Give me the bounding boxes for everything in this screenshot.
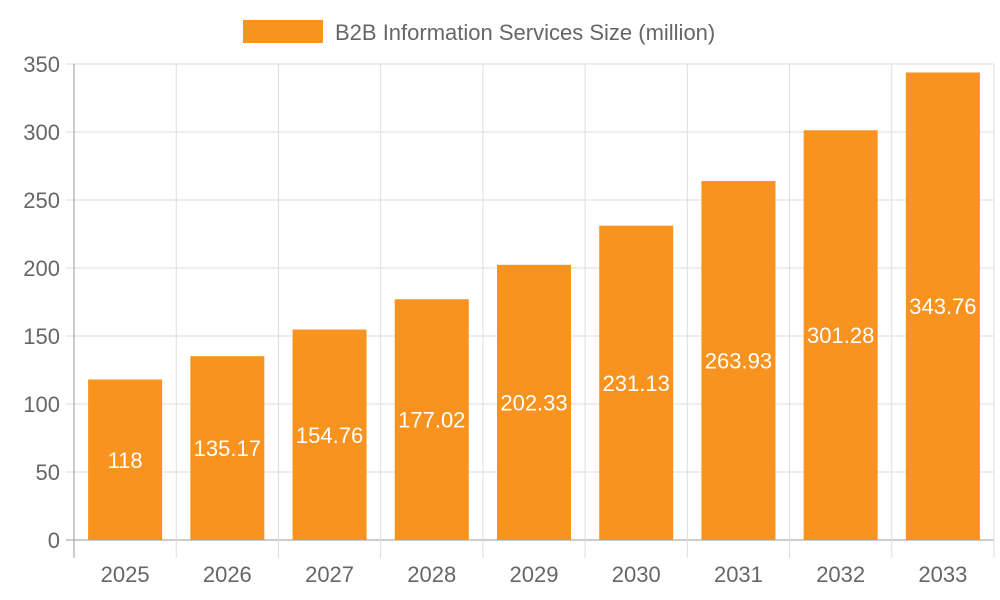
bars: 118 135.17 154.76 177.02 202.33 231.13 263.93 3… (88, 72, 980, 541)
x-tick-label: 2033 (918, 562, 967, 587)
bar-2026[interactable] (190, 356, 265, 540)
data-label-2029: 202.33 (500, 390, 567, 415)
x-tick-label: 2029 (510, 562, 559, 587)
legend-swatch (243, 20, 323, 43)
axes: 0 50 100 150 200 250 300 350 2025 2026 2027 2028 202… (23, 52, 967, 587)
bar-2025[interactable] (88, 379, 163, 540)
x-tick-label: 2030 (612, 562, 661, 587)
bar-2027[interactable] (292, 329, 367, 540)
bar-2032[interactable] (803, 130, 878, 540)
legend-label: B2B Information Services Size (million) (335, 20, 715, 45)
y-tick-label: 300 (23, 120, 60, 145)
x-tick-label: 2032 (816, 562, 865, 587)
x-tick-label: 2025 (101, 562, 150, 587)
x-tick-label: 2031 (714, 562, 763, 587)
data-label-2032: 301.28 (807, 323, 874, 348)
y-tick-label: 350 (23, 52, 60, 77)
data-label-2030: 231.13 (603, 371, 670, 396)
data-label-2027: 154.76 (296, 423, 363, 448)
x-tick-label: 2026 (203, 562, 252, 587)
data-label-2031: 263.93 (705, 349, 772, 374)
x-tick-label: 2027 (305, 562, 354, 587)
y-tick-label: 50 (36, 460, 60, 485)
bar-2033[interactable] (905, 72, 980, 541)
y-tick-label: 0 (48, 528, 60, 553)
bar-2029[interactable] (497, 264, 571, 540)
y-tick-label: 150 (23, 324, 60, 349)
bar-2031[interactable] (701, 181, 776, 540)
y-tick-label: 100 (23, 392, 60, 417)
data-label-2026: 135.17 (194, 436, 261, 461)
y-tick-label: 200 (23, 256, 60, 281)
data-label-2025: 118 (108, 448, 143, 473)
x-tick-label: 2028 (407, 562, 456, 587)
y-tick-label: 250 (23, 188, 60, 213)
data-label-2028: 177.02 (398, 408, 465, 433)
bar-2028[interactable] (394, 299, 469, 540)
data-label-2033: 343.76 (909, 294, 976, 319)
bar-2030[interactable] (599, 225, 674, 540)
legend: B2B Information Services Size (million) (243, 20, 715, 45)
